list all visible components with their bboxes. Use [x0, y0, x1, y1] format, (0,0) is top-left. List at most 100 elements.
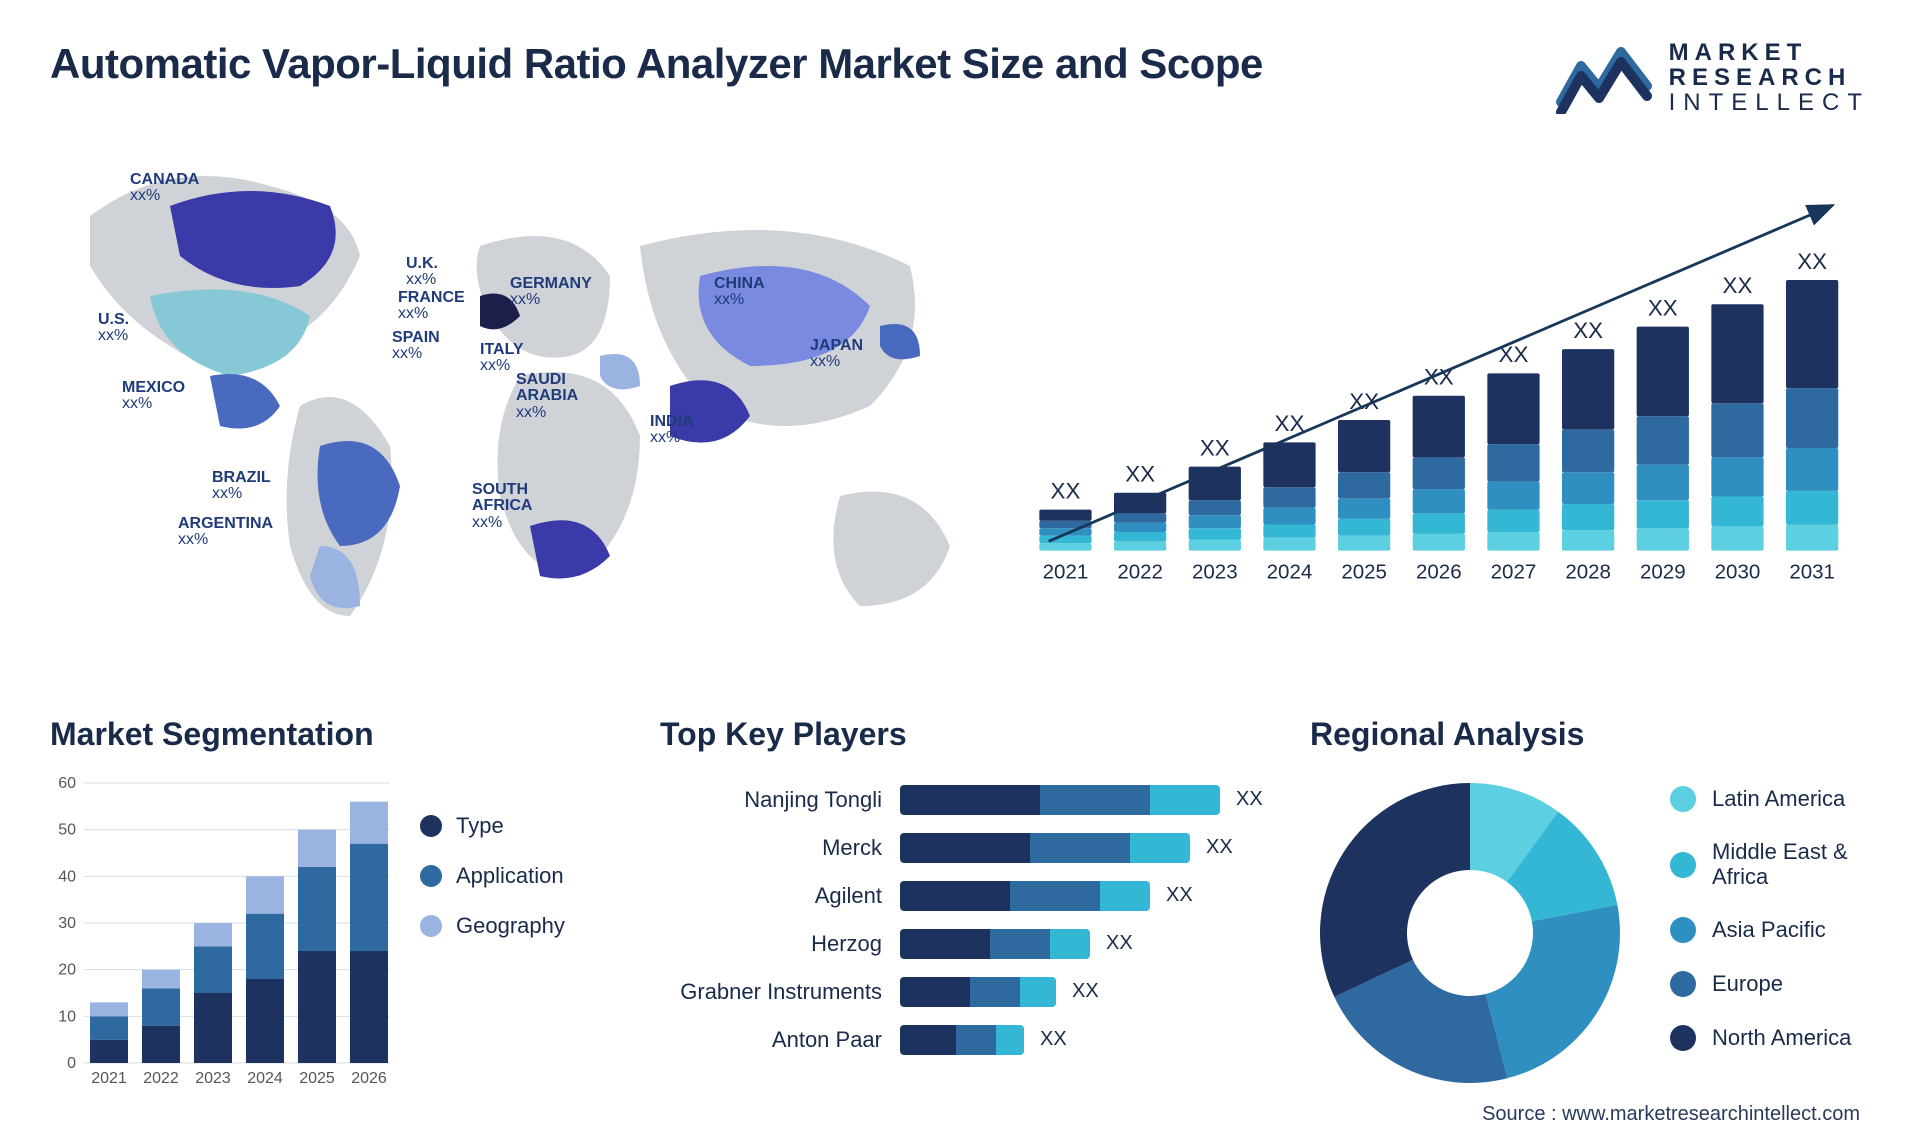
svg-text:XX: XX	[1648, 295, 1678, 320]
segmentation-legend-item: Application	[420, 863, 565, 889]
brand-logo: MARKET RESEARCH INTELLECT	[1555, 40, 1870, 116]
regional-legend-label: North America	[1712, 1026, 1851, 1050]
player-label: Nanjing Tongli	[660, 787, 900, 813]
svg-text:2021: 2021	[91, 1070, 127, 1087]
player-label: Herzog	[660, 931, 900, 957]
player-value: XX	[1206, 836, 1233, 859]
svg-text:XX: XX	[1200, 435, 1230, 460]
logo-line3: INTELLECT	[1669, 90, 1870, 115]
player-bar	[900, 929, 1090, 959]
segmentation-bar-chart: 0 10 20 30 40 50 60 2021 2022 2023 2024 2025 2026	[50, 773, 390, 1103]
svg-text:2031: 2031	[1789, 560, 1835, 583]
svg-text:40: 40	[58, 868, 76, 885]
svg-text:XX: XX	[1125, 461, 1155, 486]
svg-text:XX: XX	[1723, 273, 1753, 298]
map-country-label: U.K.xx%	[406, 256, 438, 290]
map-country-label: SOUTHAFRICAxx%	[472, 482, 532, 532]
player-row: Grabner InstrumentsXX	[660, 975, 1280, 1009]
player-bar	[900, 833, 1190, 863]
legend-dot-icon	[1670, 917, 1696, 943]
map-country-label: MEXICOxx%	[122, 380, 185, 414]
player-label: Merck	[660, 835, 900, 861]
player-value: XX	[1166, 884, 1193, 907]
svg-text:2023: 2023	[1192, 560, 1238, 583]
svg-text:2021: 2021	[1043, 560, 1089, 583]
map-country-label: ARGENTINAxx%	[178, 516, 273, 550]
regional-legend-label: Asia Pacific	[1712, 918, 1826, 942]
source-attribution: Source : www.marketresearchintellect.com	[1482, 1103, 1860, 1126]
map-country-label: JAPANxx%	[810, 338, 863, 372]
regional-legend-item: Latin America	[1670, 786, 1851, 812]
player-value: XX	[1106, 932, 1133, 955]
regional-donut-chart	[1310, 773, 1630, 1093]
map-country-label: BRAZILxx%	[212, 470, 271, 504]
legend-label: Geography	[456, 913, 565, 939]
world-map: CANADAxx% U.S.xx% MEXICOxx% BRAZILxx% ARGENT…	[50, 146, 1010, 666]
svg-text:2026: 2026	[351, 1070, 387, 1087]
svg-text:2025: 2025	[1341, 560, 1387, 583]
regional-legend-label: Latin America	[1712, 787, 1845, 811]
svg-text:2026: 2026	[1416, 560, 1462, 583]
player-value: XX	[1072, 980, 1099, 1003]
regional-legend-label: Europe	[1712, 972, 1783, 996]
svg-text:2025: 2025	[299, 1070, 335, 1087]
player-label: Anton Paar	[660, 1027, 900, 1053]
regional-legend-item: Asia Pacific	[1670, 917, 1851, 943]
map-country-label: GERMANYxx%	[510, 276, 592, 310]
player-row: Agilent XX	[660, 879, 1280, 913]
legend-dot-icon	[1670, 786, 1696, 812]
regional-legend-item: North America	[1670, 1025, 1851, 1051]
svg-text:30: 30	[58, 915, 76, 932]
legend-dot-icon	[420, 815, 442, 837]
svg-text:50: 50	[58, 821, 76, 838]
legend-dot-icon	[1670, 852, 1696, 878]
map-country-label: SAUDIARABIAxx%	[516, 372, 578, 422]
svg-text:20: 20	[58, 961, 76, 978]
svg-text:60: 60	[58, 775, 76, 792]
svg-text:2024: 2024	[247, 1070, 283, 1087]
player-value: XX	[1040, 1028, 1067, 1051]
legend-label: Type	[456, 813, 504, 839]
legend-dot-icon	[1670, 1025, 1696, 1051]
map-country-label: FRANCExx%	[398, 290, 465, 324]
player-bar	[900, 1025, 1024, 1055]
svg-text:2027: 2027	[1491, 560, 1537, 583]
logo-mark-icon	[1555, 42, 1655, 114]
map-country-label: CANADAxx%	[130, 172, 199, 206]
regional-analysis-section: Regional Analysis Latin America Middle Ea…	[1310, 716, 1870, 1136]
map-country-label: U.S.xx%	[98, 312, 129, 346]
svg-text:XX: XX	[1051, 478, 1081, 503]
svg-text:10: 10	[58, 1008, 76, 1025]
segmentation-title: Market Segmentation	[50, 716, 630, 753]
logo-line2: RESEARCH	[1669, 65, 1870, 90]
map-country-label: INDIAxx%	[650, 414, 694, 448]
segmentation-legend-item: Type	[420, 813, 565, 839]
players-title: Top Key Players	[660, 716, 1280, 753]
top-key-players-section: Top Key Players Nanjing TongliXXMerckXXA…	[660, 716, 1280, 1136]
regional-legend: Latin America Middle East &Africa Asia Pac…	[1670, 786, 1851, 1078]
market-segmentation-section: Market Segmentation 0 10 20 30 40 50 60 2021 202…	[50, 716, 630, 1136]
legend-dot-icon	[1670, 971, 1696, 997]
player-value: XX	[1236, 788, 1263, 811]
svg-text:0: 0	[67, 1055, 76, 1072]
player-label: Agilent	[660, 883, 900, 909]
player-bar	[900, 785, 1220, 815]
legend-label: Application	[456, 863, 564, 889]
svg-text:2023: 2023	[195, 1070, 231, 1087]
svg-text:XX: XX	[1573, 317, 1603, 342]
player-row: Anton Paar XX	[660, 1023, 1280, 1057]
legend-dot-icon	[420, 865, 442, 887]
player-row: Herzog XX	[660, 927, 1280, 961]
regional-title: Regional Analysis	[1310, 716, 1870, 753]
svg-text:2029: 2029	[1640, 560, 1686, 583]
players-bar-chart: Nanjing Tongli XX Merck XX Agilent XX Herzog XX…	[660, 773, 1280, 1057]
svg-text:2024: 2024	[1267, 560, 1313, 583]
regional-legend-label: Middle East &Africa	[1712, 840, 1848, 888]
player-bar	[900, 881, 1150, 911]
player-row: Nanjing Tongli XX	[660, 783, 1280, 817]
regional-legend-item: Europe	[1670, 971, 1851, 997]
legend-dot-icon	[420, 915, 442, 937]
regional-legend-item: Middle East &Africa	[1670, 840, 1851, 888]
svg-text:2022: 2022	[143, 1070, 179, 1087]
svg-text:2030: 2030	[1715, 560, 1761, 583]
